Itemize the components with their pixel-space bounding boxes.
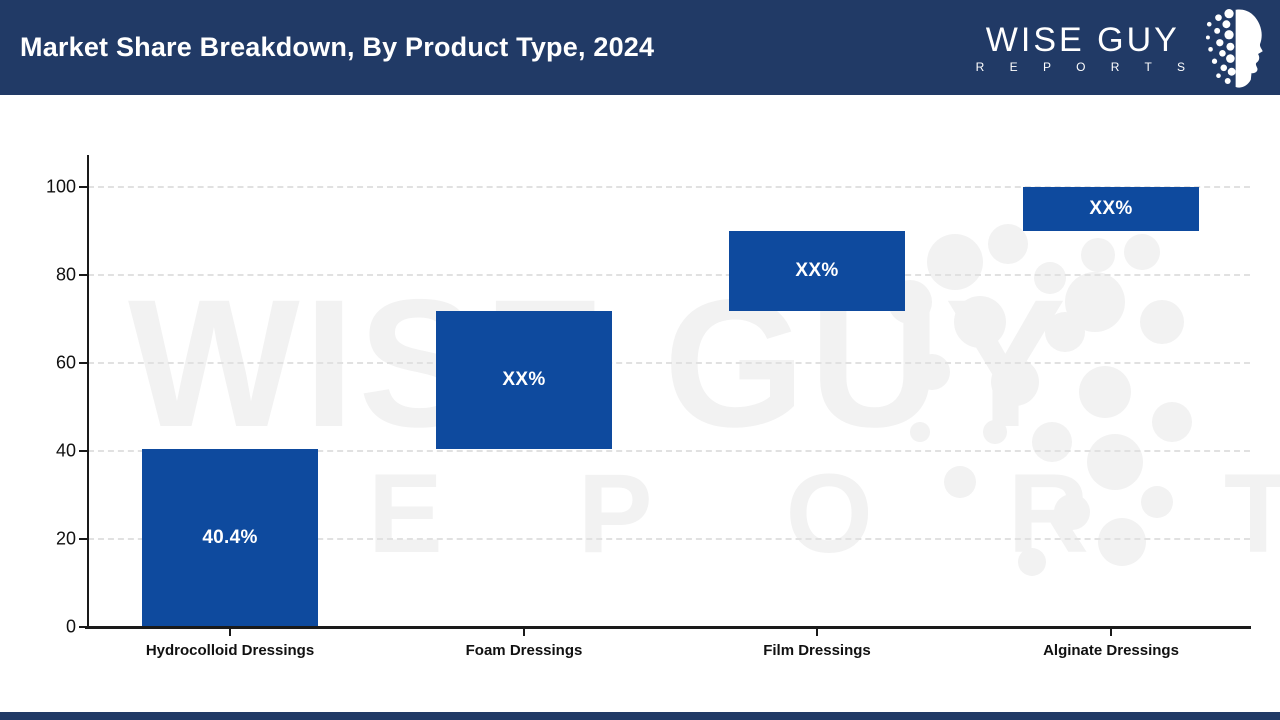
gridline [88, 274, 1250, 276]
footer-bar [0, 712, 1280, 720]
logo-wordmark-sub: R E P O R T S [975, 59, 1196, 74]
bar-value-label: XX% [502, 369, 546, 391]
y-tick-label: 0 [65, 616, 76, 637]
x-tick-mark [523, 629, 525, 636]
x-tick-mark [816, 629, 818, 636]
x-axis-label: Film Dressings [763, 642, 871, 659]
logo-face-icon [1205, 8, 1263, 88]
y-tick-label: 80 [55, 264, 76, 285]
y-tick-mark [79, 274, 87, 276]
gridline [88, 450, 1250, 452]
gridline [88, 538, 1250, 540]
chart-title: Market Share Breakdown, By Product Type,… [20, 32, 655, 62]
header-bar: Market Share Breakdown, By Product Type,… [0, 0, 1280, 95]
gridline [88, 186, 1250, 188]
bar-segment: 40.4% [142, 449, 318, 627]
bar-segment: XX% [729, 231, 905, 312]
gridline [88, 362, 1250, 364]
x-axis-line [85, 626, 1251, 629]
x-tick-mark [1110, 629, 1112, 636]
x-axis-label: Hydrocolloid Dressings [145, 642, 315, 659]
y-tick-mark [79, 362, 87, 364]
logo-wordmark-main: WISE GUY [985, 20, 1180, 59]
bar-segment: XX% [436, 311, 612, 450]
y-tick-label: 100 [45, 176, 76, 197]
logo-wordmark: WISE GUY R E P O R T S [970, 23, 1196, 73]
bar-value-label: XX% [1089, 198, 1133, 219]
y-tick-label: 60 [55, 352, 76, 373]
x-axis-label: Foam Dressings [465, 642, 583, 659]
bar-value-label: XX% [795, 260, 839, 282]
y-tick-mark [79, 626, 87, 628]
y-tick-mark [79, 538, 87, 540]
x-axis-label: Alginate Dressings [1043, 642, 1179, 659]
x-tick-mark [229, 629, 231, 636]
bar-segment: XX% [1023, 187, 1199, 231]
y-tick-label: 20 [55, 528, 76, 549]
bar-value-label: 40.4% [202, 527, 258, 549]
y-tick-mark [79, 450, 87, 452]
y-tick-mark [79, 186, 87, 188]
y-tick-label: 40 [55, 440, 76, 461]
wiseguy-logo: WISE GUY R E P O R T S [970, 7, 1266, 89]
y-axis-line [87, 155, 89, 628]
